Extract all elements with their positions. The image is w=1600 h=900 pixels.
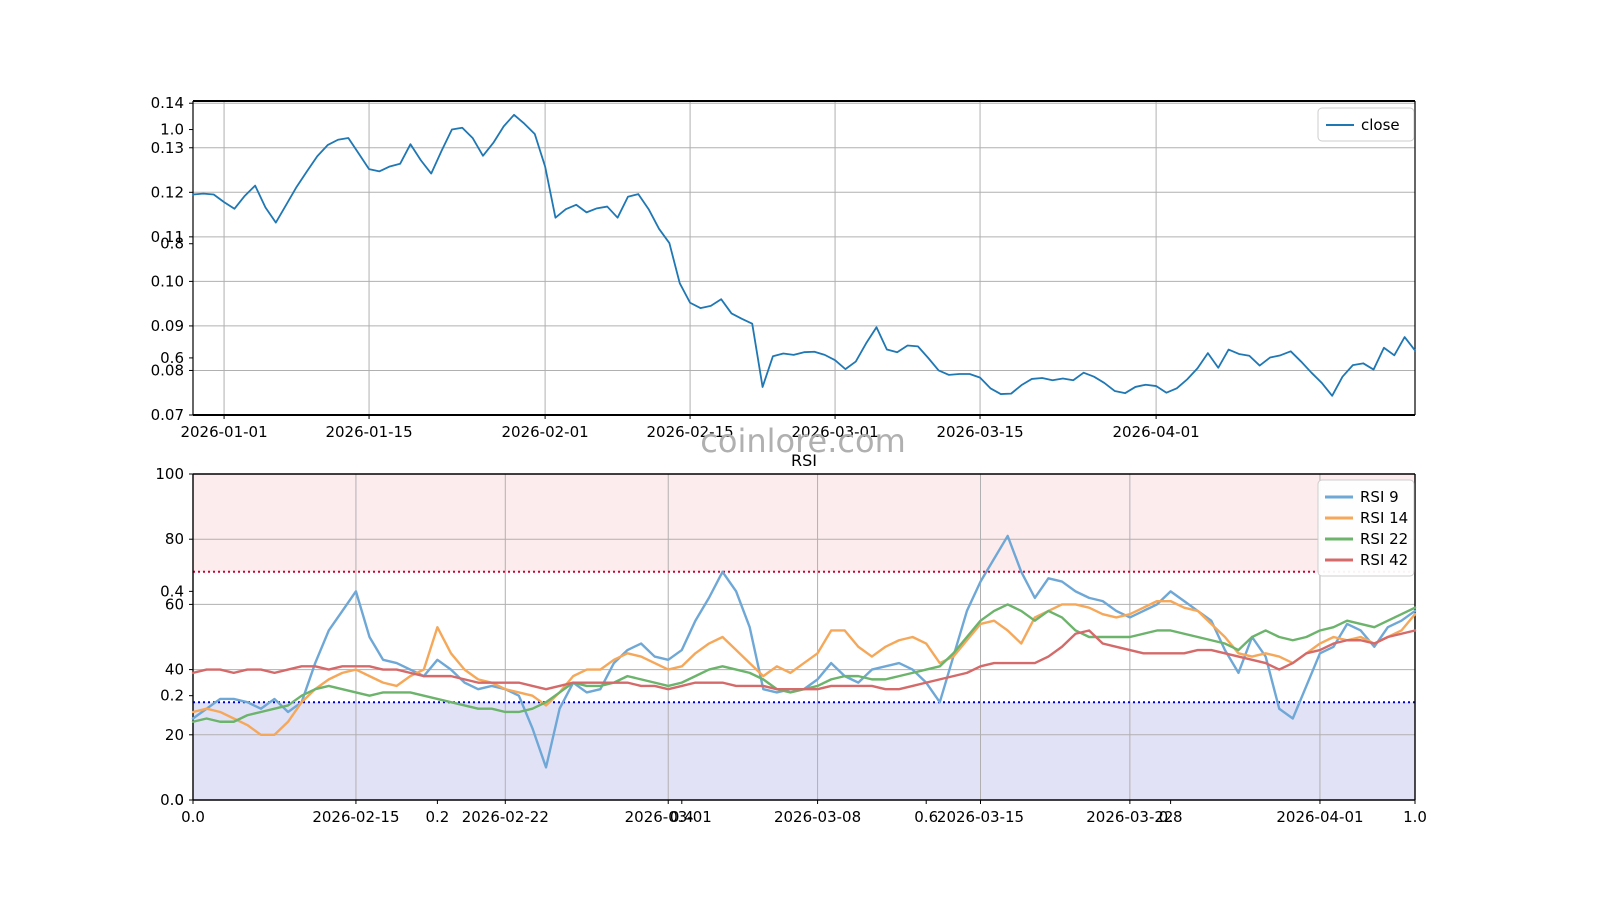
rsi-x-tick-label: 2026-04-01 <box>1276 808 1363 826</box>
rsi-x-tick-label-secondary: 0.4 <box>670 808 694 826</box>
rsi-legend-label-rsi-22: RSI 22 <box>1360 530 1408 548</box>
price-y-tick-label: 0.11 <box>151 228 184 246</box>
rsi-panel-title: RSI <box>791 451 817 470</box>
price-x-tick-label: 2026-01-15 <box>325 423 412 441</box>
rsi-x-tick-label-secondary: 1.0 <box>1403 808 1427 826</box>
rsi-y-tick-label: 60 <box>165 595 184 613</box>
price-x-tick-label: 2026-02-15 <box>646 423 733 441</box>
price-x-tick-label: 2026-02-01 <box>502 423 589 441</box>
rsi-x-tick-label: 2026-03-15 <box>937 808 1024 826</box>
price-y-tick-label-secondary: 0.8 <box>160 235 184 253</box>
price-x-tick-label: 2026-04-01 <box>1113 423 1200 441</box>
price-y-tick-label: 0.10 <box>151 272 184 290</box>
rsi-x-tick-label: 2026-03-22 <box>1086 808 1173 826</box>
rsi-band-overbought <box>193 474 1415 572</box>
rsi-x-tick-label: 2026-02-15 <box>312 808 399 826</box>
rsi-y-tick-label-secondary: 0.2 <box>160 687 184 705</box>
price-x-tick-label: 2026-03-15 <box>936 423 1023 441</box>
price-y-tick-label: 0.12 <box>151 183 184 201</box>
rsi-series-line-rsi-42 <box>191 629 1417 691</box>
rsi-legend: RSI 9 RSI 14 RSI 22 RSI 42 <box>1317 479 1415 577</box>
price-y-tick-label-secondary: 1.0 <box>160 121 184 139</box>
rsi-x-tick-label-secondary: 0.2 <box>425 808 449 826</box>
price-y-tick-label: 0.08 <box>151 361 184 379</box>
price-legend-label-close: close <box>1361 116 1400 134</box>
rsi-panel: 0 20 40 60 80 100 0.0 0.2 0.4 2026-02-15 2026-02-2… <box>155 465 1427 826</box>
rsi-y-tick-label: 40 <box>165 661 184 679</box>
rsi-y-tick-label-secondary: 0.0 <box>160 791 184 809</box>
rsi-band-oversold <box>193 702 1415 800</box>
rsi-series-line-rsi-14 <box>191 599 1417 736</box>
price-legend: close <box>1317 107 1415 142</box>
rsi-x-tick-label: 2026-03-01 <box>625 808 712 826</box>
price-y-tick-label: 0.14 <box>151 94 184 112</box>
price-x-tick-label: 2026-01-01 <box>180 423 267 441</box>
rsi-legend-label-rsi-42: RSI 42 <box>1360 551 1408 569</box>
price-y-tick-label: 0.13 <box>151 139 184 157</box>
price-close-line <box>192 113 1416 397</box>
price-plot-background <box>193 101 1415 415</box>
price-legend-box <box>1317 107 1415 142</box>
rsi-legend-box <box>1317 479 1415 577</box>
rsi-y-tick-label: 80 <box>165 530 184 548</box>
price-x-tick-label: 2026-03-01 <box>791 423 878 441</box>
rsi-y-tick-label: 100 <box>155 465 184 483</box>
watermark-text: coinlore.com <box>700 422 905 460</box>
rsi-y-tick-label: 0 <box>174 791 184 809</box>
rsi-x-tick-label-secondary: 0.6 <box>914 808 938 826</box>
rsi-legend-label-rsi-9: RSI 9 <box>1360 488 1399 506</box>
rsi-x-tick-label: 2026-03-08 <box>774 808 861 826</box>
rsi-x-tick-label-secondary: 0.0 <box>181 808 205 826</box>
rsi-y-tick-label-secondary: 0.4 <box>160 582 184 600</box>
rsi-legend-label-rsi-14: RSI 14 <box>1360 509 1408 527</box>
rsi-y-tick-label: 20 <box>165 726 184 744</box>
rsi-x-tick-label: 2026-02-22 <box>462 808 549 826</box>
price-y-tick-label: 0.09 <box>151 317 184 335</box>
rsi-x-tick-label-secondary: 0.8 <box>1159 808 1183 826</box>
price-y-tick-label-secondary: 0.6 <box>160 349 184 367</box>
price-y-tick-label: 0.07 <box>151 406 184 424</box>
price-panel: 0.07 0.08 0.09 0.10 0.11 0.12 0.13 0.14 0.6 0.8 1.… <box>151 94 1416 441</box>
